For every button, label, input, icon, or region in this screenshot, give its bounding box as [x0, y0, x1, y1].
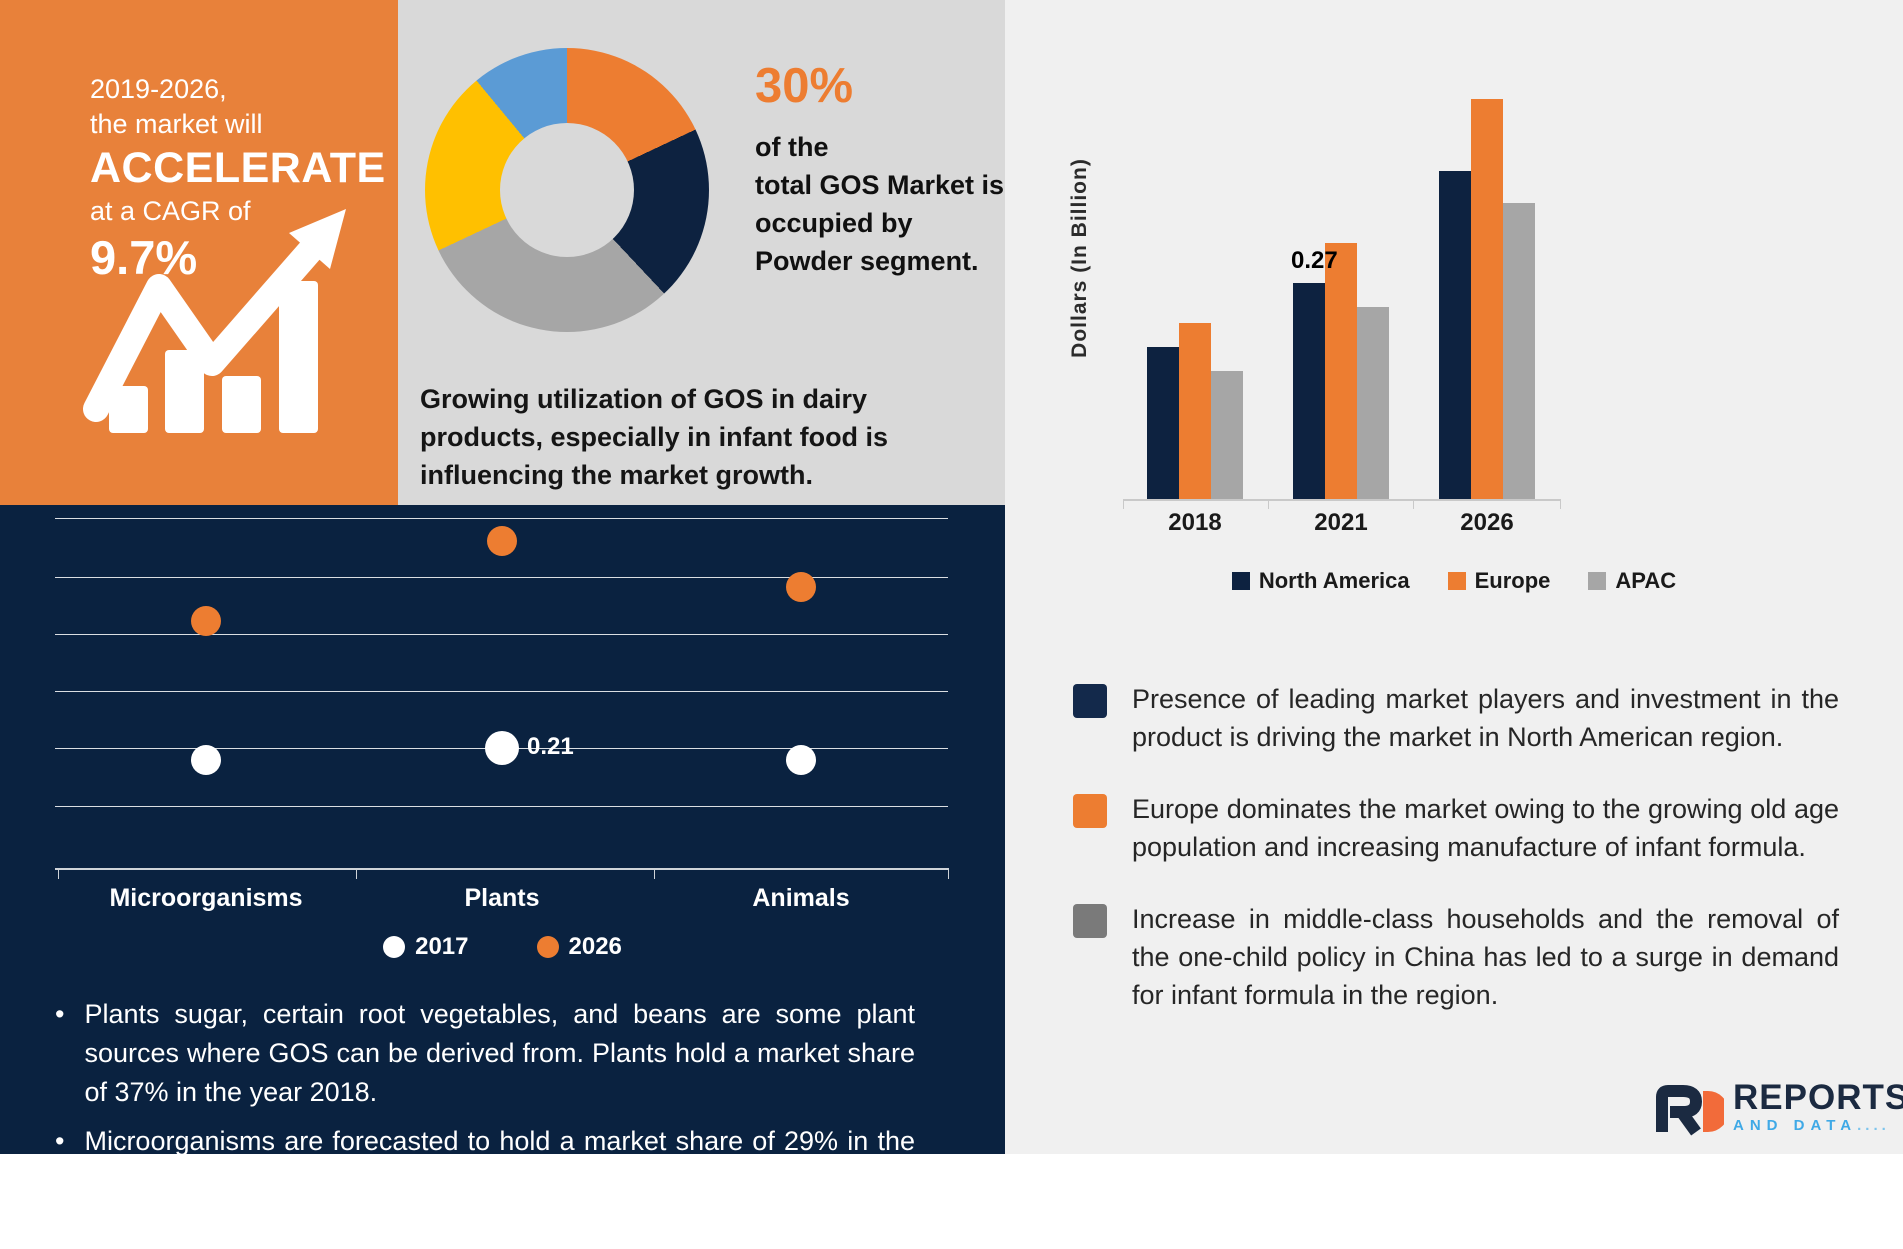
- scatter-category-label: Plants: [464, 884, 540, 912]
- bullet-square-icon: [1073, 684, 1107, 718]
- dot-2017-microorganisms: [191, 744, 221, 775]
- x-axis-line: [55, 868, 948, 870]
- scatter-legend-label: 2017: [415, 933, 469, 960]
- bar-europe-2026: [1471, 99, 1503, 499]
- regional-panel: Dollars (In Billion) 2018 2021 2026 0.27 No…: [1005, 0, 1903, 1154]
- cagr-text-block: 2019-2026, the market will ACCELERATE at…: [90, 72, 386, 287]
- dot-2026-animals: [786, 571, 816, 602]
- sources-panel: Microorganisms Plants Animals 0.21 2017 2026…: [0, 505, 1005, 1234]
- legend-swatch-icon: [1447, 572, 1466, 590]
- logo-tagline: AND DATA....: [1733, 1117, 1890, 1134]
- list-item: • Plants sugar, certain root vegetables, …: [55, 995, 915, 1112]
- scatter-legend: 2017 2026: [0, 933, 1005, 961]
- scatter-category-label: Microorganisms: [109, 884, 303, 912]
- bullet-text: Plants sugar, certain root vegetables, a…: [84, 999, 915, 1107]
- scatter-legend-dot: [383, 936, 406, 958]
- bar-north-america-2018: [1147, 347, 1179, 499]
- bullet-text: Presence of leading market players and i…: [1132, 684, 1839, 752]
- legend-swatch-icon: [1588, 572, 1607, 590]
- scatter-category-label: Animals: [752, 884, 850, 912]
- x-axis-tick: [1413, 499, 1414, 509]
- plot-gridline: [55, 518, 948, 519]
- x-axis-line: [1123, 499, 1560, 501]
- legend-item-europe: Europe: [1447, 568, 1551, 594]
- list-item: Europe dominates the market owing to the…: [1073, 790, 1839, 866]
- bar-north-america-2026: [1439, 171, 1471, 499]
- legend-item-north-america: North America: [1231, 568, 1410, 594]
- bullet-square-icon: [1073, 904, 1107, 938]
- bar-category-label: 2018: [1168, 509, 1222, 536]
- logo-name: REPORTS: [1733, 1078, 1903, 1117]
- bar-apac-2026: [1503, 203, 1535, 499]
- powder-share-panel: 30% of the total GOS Market is occupied …: [398, 0, 1005, 505]
- bullet-square-icon: [1073, 794, 1107, 828]
- scatter-value-label: 0.21: [527, 733, 574, 760]
- bullet-text: Europe dominates the market owing to the…: [1132, 794, 1839, 862]
- bullet-marker: •: [55, 999, 65, 1029]
- scatter-legend-dot: [536, 936, 559, 958]
- reports-and-data-logo: REPORTS AND DATA....: [1650, 1080, 1903, 1136]
- x-axis-tick: [1560, 499, 1561, 509]
- powder-stat-text: of the total GOS Market is occupied by P…: [755, 132, 1005, 276]
- sources-scatter-chart: Microorganisms Plants Animals 0.21: [0, 505, 1005, 975]
- list-item: • Microorganisms are forecasted to hold a…: [55, 1122, 915, 1239]
- dairy-caption: Growing utilization of GOS in dairy prod…: [420, 384, 889, 490]
- x-axis-tick: [654, 868, 655, 879]
- legend-swatch-icon: [1231, 572, 1250, 590]
- dot-2026-plants: [487, 525, 517, 556]
- scatter-legend-item-2017: 2017: [383, 933, 469, 961]
- legend-label: APAC: [1615, 568, 1677, 593]
- bar-value-label: 0.27: [1291, 247, 1338, 274]
- bar-north-america-2021: [1293, 283, 1325, 499]
- cagr-line-market: the market will: [90, 109, 263, 139]
- bullet-text: Microorganisms are forecasted to hold a …: [84, 1126, 915, 1234]
- bar-chart-legend: North America Europe APAC: [1005, 568, 1903, 594]
- scatter-legend-label: 2026: [568, 933, 622, 960]
- bar-europe-2018: [1179, 323, 1211, 499]
- growth-chart-icon: [83, 209, 346, 433]
- cagr-panel: 2019-2026, the market will ACCELERATE at…: [0, 0, 398, 505]
- list-item: Presence of leading market players and i…: [1073, 680, 1839, 756]
- cagr-line-accelerate: ACCELERATE: [90, 144, 386, 192]
- rd-monogram-icon: [1656, 1085, 1724, 1136]
- regional-bullet-list: Presence of leading market players and i…: [1073, 680, 1839, 1048]
- powder-stat: 30% of the total GOS Market is occupied …: [755, 58, 1005, 280]
- x-axis-tick: [356, 868, 357, 879]
- logo-text: REPORTS AND DATA....: [1733, 1080, 1903, 1136]
- cagr-value: 9.7%: [90, 231, 198, 284]
- plot-gridline: [55, 634, 948, 635]
- plot-gridline: [55, 806, 948, 807]
- logo-dots: ....: [1857, 1117, 1890, 1134]
- dot-2017-animals: [786, 744, 816, 775]
- bullet-text: Increase in middle-class households and …: [1132, 904, 1839, 1010]
- plot-gridline: [55, 691, 948, 692]
- powder-stat-value: 30%: [755, 59, 854, 113]
- legend-label: Europe: [1474, 568, 1551, 593]
- x-axis-tick: [58, 868, 59, 879]
- bar-category-label: 2026: [1460, 509, 1514, 536]
- cagr-line-atcagr: at a CAGR of: [90, 196, 251, 226]
- plot-gridline: [55, 577, 948, 578]
- list-item: Increase in middle-class households and …: [1073, 900, 1839, 1014]
- scatter-legend-item-2026: 2026: [536, 933, 622, 961]
- x-axis-tick: [948, 868, 949, 879]
- legend-item-apac: APAC: [1588, 568, 1676, 594]
- segment-donut-chart: [425, 48, 709, 332]
- x-axis-tick: [1123, 499, 1124, 509]
- dot-2026-microorganisms: [191, 606, 221, 637]
- bar-category-label: 2021: [1314, 509, 1368, 536]
- x-axis-tick: [1268, 499, 1269, 509]
- sources-bullet-list: • Plants sugar, certain root vegetables, …: [55, 995, 915, 1249]
- bar-apac-2018: [1211, 371, 1243, 499]
- dot-2017-plants: [485, 731, 519, 765]
- bar-europe-2021: [1325, 243, 1357, 499]
- bar-chart-ylabel: Dollars (In Billion): [1068, 158, 1091, 358]
- cagr-line-years: 2019-2026,: [90, 74, 227, 104]
- bullet-marker: •: [55, 1126, 65, 1156]
- legend-label: North America: [1258, 568, 1410, 593]
- regional-bar-chart: Dollars (In Billion) 2018 2021 2026 0.27: [1005, 0, 1903, 640]
- bar-apac-2021: [1357, 307, 1389, 499]
